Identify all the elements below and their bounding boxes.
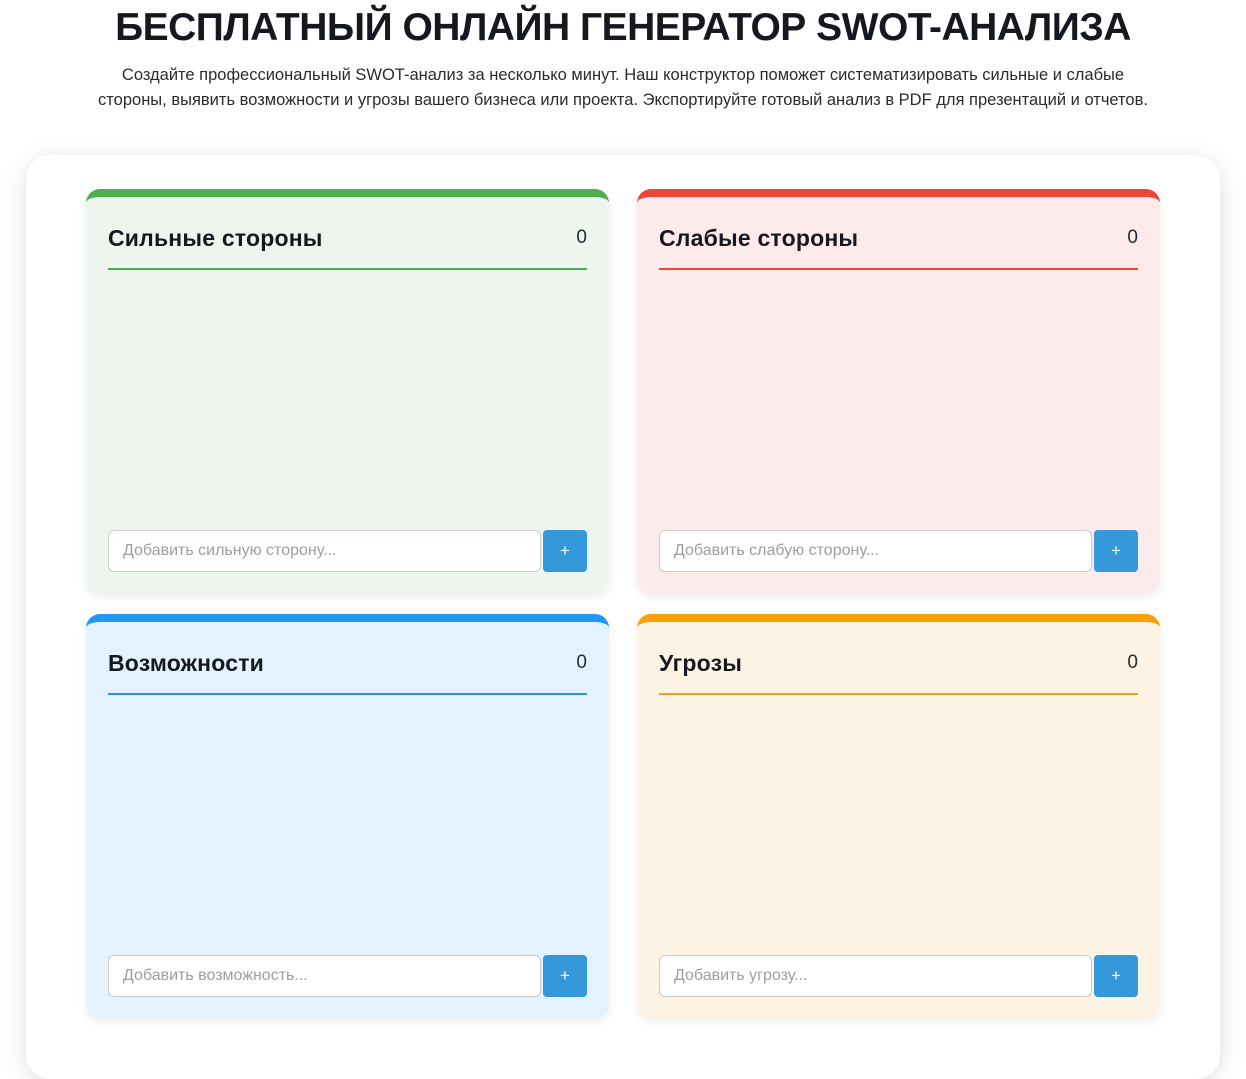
items-list	[659, 695, 1138, 955]
quadrant-header: Угрозы 0	[659, 650, 1138, 677]
quadrant-threats: Угрозы 0 +	[637, 613, 1160, 1019]
page-subtitle: Создайте профессиональный SWOT-анализ за…	[98, 66, 1148, 109]
quadrant-weaknesses: Слабые стороны 0 +	[637, 188, 1160, 594]
add-weakness-button[interactable]: +	[1094, 529, 1138, 572]
add-item-row: +	[659, 954, 1138, 997]
add-strength-input[interactable]	[108, 529, 541, 572]
header-divider	[659, 692, 1138, 695]
add-item-row: +	[108, 954, 587, 997]
add-opportunity-button[interactable]: +	[543, 954, 587, 997]
add-item-row: +	[108, 529, 587, 572]
add-weakness-input[interactable]	[659, 529, 1092, 572]
swot-grid: Сильные стороны 0 + Слабые стороны 0 +	[86, 188, 1160, 1019]
items-list	[108, 270, 587, 530]
items-list	[659, 270, 1138, 530]
add-opportunity-input[interactable]	[108, 954, 541, 997]
quadrant-title: Возможности	[108, 649, 265, 676]
quadrant-header: Слабые стороны 0	[659, 225, 1138, 252]
quadrant-opportunities: Возможности 0 +	[86, 613, 609, 1019]
header-divider	[659, 267, 1138, 270]
quadrant-header: Возможности 0	[108, 650, 587, 677]
add-threat-button[interactable]: +	[1094, 954, 1138, 997]
item-count-badge: 0	[576, 652, 587, 673]
swot-panel: Сильные стороны 0 + Слабые стороны 0 +	[26, 154, 1220, 1079]
quadrant-title: Угрозы	[659, 649, 743, 676]
add-threat-input[interactable]	[659, 954, 1092, 997]
item-count-badge: 0	[576, 227, 587, 248]
add-strength-button[interactable]: +	[543, 529, 587, 572]
page-header: БЕСПЛАТНЫЙ ОНЛАЙН ГЕНЕРАТОР SWOT-АНАЛИЗА…	[0, 0, 1246, 113]
header-divider	[108, 692, 587, 695]
page-title: БЕСПЛАТНЫЙ ОНЛАЙН ГЕНЕРАТОР SWOT-АНАЛИЗА	[115, 6, 1131, 49]
add-item-row: +	[659, 529, 1138, 572]
quadrant-title: Сильные стороны	[108, 224, 323, 251]
quadrant-strengths: Сильные стороны 0 +	[86, 188, 609, 594]
quadrant-title: Слабые стороны	[659, 224, 859, 251]
header-divider	[108, 267, 587, 270]
item-count-badge: 0	[1127, 652, 1138, 673]
quadrant-header: Сильные стороны 0	[108, 225, 587, 252]
items-list	[108, 695, 587, 955]
item-count-badge: 0	[1127, 227, 1138, 248]
